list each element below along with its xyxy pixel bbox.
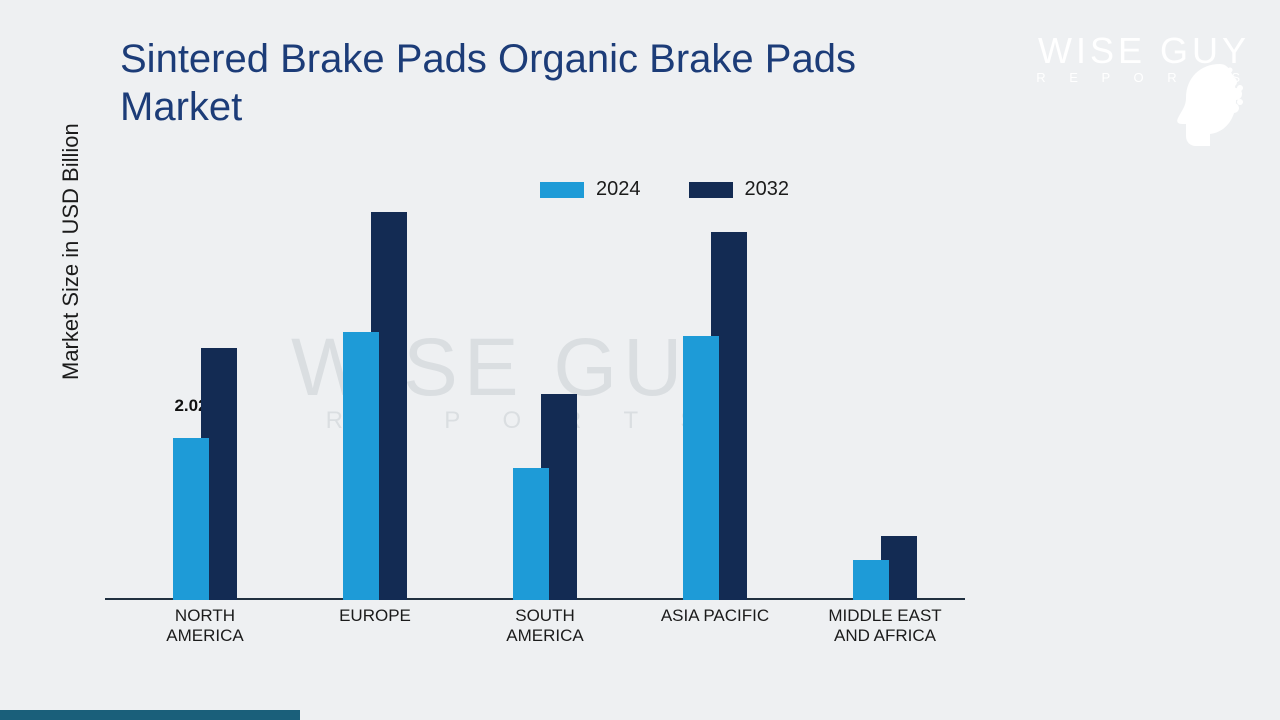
- bar-group: [853, 536, 917, 600]
- x-axis-tick-label: SOUTH AMERICA: [475, 606, 615, 645]
- legend-swatch: [540, 182, 584, 198]
- legend: 2024 2032: [540, 178, 789, 201]
- plot-area: 2.02: [105, 200, 965, 600]
- bar-2024: [173, 438, 209, 600]
- brand-logo: WISE GUY R E P O R T S: [1036, 30, 1250, 85]
- bottom-accent-bar: [0, 710, 300, 720]
- legend-label: 2024: [596, 178, 641, 201]
- x-axis-tick-label: NORTH AMERICA: [135, 606, 275, 645]
- legend-item: 2024: [540, 178, 641, 201]
- y-axis-label: Market Size in USD Billion: [58, 123, 84, 380]
- legend-item: 2032: [689, 178, 790, 201]
- bar-2024: [853, 560, 889, 600]
- bar-2024: [343, 332, 379, 600]
- bar-group: [513, 394, 577, 600]
- legend-swatch: [689, 182, 733, 198]
- logo-head-icon: [1170, 60, 1250, 148]
- x-axis-tick-label: MIDDLE EAST AND AFRICA: [815, 606, 955, 645]
- x-axis-tick-label: EUROPE: [305, 606, 445, 626]
- x-axis-tick-label: ASIA PACIFIC: [645, 606, 785, 626]
- bar-2024: [683, 336, 719, 600]
- chart-title: Sintered Brake Pads Organic Brake Pads M…: [120, 35, 860, 131]
- bar-group: [343, 212, 407, 600]
- bar-group: [173, 348, 237, 600]
- legend-label: 2032: [745, 178, 790, 201]
- bar-2024: [513, 468, 549, 600]
- bar-group: [683, 232, 747, 600]
- chart-canvas: WISE GUY R E P O R T S Sintered Brake Pa…: [0, 0, 1280, 720]
